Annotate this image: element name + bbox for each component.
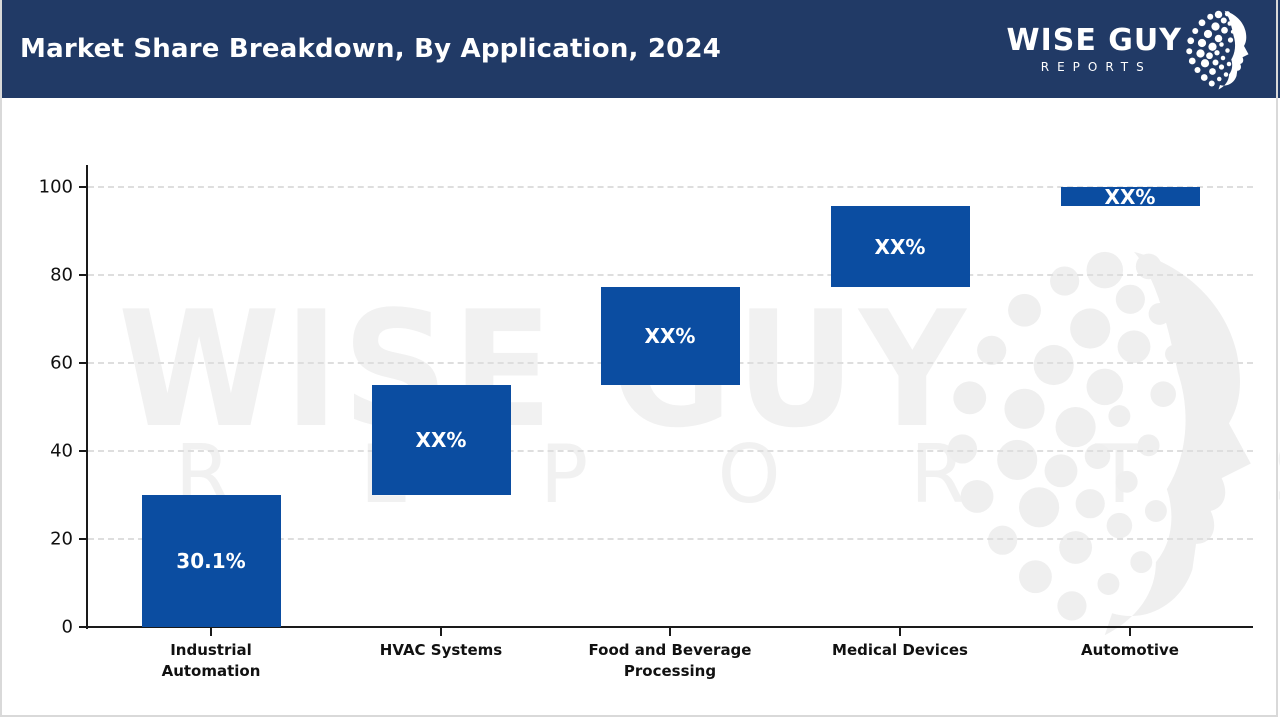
- x-axis-tick-mark: [440, 628, 442, 636]
- bar-value-label: XX%: [415, 427, 467, 452]
- y-axis-tick-label: 20: [50, 528, 73, 550]
- x-axis-tick-mark: [669, 628, 671, 636]
- x-axis-line: [86, 626, 1253, 628]
- waterfall-plot: 0 20 40 60 80 100 30.1% Industrial Automation XX%…: [0, 98, 1280, 717]
- logo-wordmark: WISE GUY: [1006, 22, 1182, 58]
- y-axis-tick-label: 100: [38, 176, 73, 198]
- gridline-40: [88, 450, 1253, 452]
- waterfall-bar: 30.1%: [141, 494, 281, 627]
- bar-value-label: XX%: [874, 234, 926, 259]
- y-axis-tick-label: 60: [50, 352, 73, 374]
- waterfall-bar: XX%: [371, 385, 511, 495]
- logo-subtext: REPORTS: [1040, 59, 1152, 74]
- y-axis-tick-mark: [79, 538, 88, 540]
- bar-value-label: XX%: [644, 323, 696, 348]
- bar-value-label: 30.1%: [176, 548, 246, 573]
- x-axis-tick-mark: [210, 628, 212, 636]
- watermark-wordmark: WISE GUY: [118, 276, 970, 463]
- gridline-20: [88, 538, 1253, 540]
- y-axis-tick-mark: [79, 274, 88, 276]
- gridline-80: [88, 274, 1253, 276]
- bar-value-label: XX%: [1104, 184, 1156, 209]
- page-title: Market Share Breakdown, By Application, …: [20, 34, 722, 64]
- x-axis-tick-mark: [1129, 628, 1131, 636]
- category-label: Industrial Automation: [161, 641, 261, 680]
- waterfall-bar: XX%: [1060, 184, 1200, 209]
- y-axis-tick-label: 0: [61, 616, 73, 638]
- waterfall-bar: XX%: [830, 206, 970, 287]
- category-label: Food and Beverage Processing: [588, 641, 752, 680]
- category-label: HVAC Systems: [379, 641, 503, 659]
- header-bar: Market Share Breakdown, By Application, …: [0, 0, 1280, 98]
- y-axis-tick-mark: [79, 186, 88, 188]
- y-axis-line: [86, 165, 88, 629]
- chart-area: WISE GUY R E P O R T S 0 20 40 60 80 100 30.1%…: [0, 98, 1280, 717]
- category-label: Medical Devices: [832, 641, 968, 659]
- category-label: Automotive: [1081, 641, 1179, 659]
- waterfall-bar: XX%: [600, 286, 740, 385]
- y-axis-tick-label: 80: [50, 264, 73, 286]
- x-axis-tick-mark: [899, 628, 901, 636]
- y-axis-tick-mark: [79, 362, 88, 364]
- y-axis-tick-label: 40: [50, 440, 73, 462]
- logo-head-icon: [1178, 7, 1256, 91]
- y-axis-tick-mark: [79, 626, 88, 628]
- gridline-100: [88, 186, 1253, 188]
- brand-logo: WISE GUY REPORTS: [1006, 7, 1256, 91]
- logo-text: WISE GUY REPORTS: [1006, 22, 1182, 74]
- y-axis-tick-mark: [79, 450, 88, 452]
